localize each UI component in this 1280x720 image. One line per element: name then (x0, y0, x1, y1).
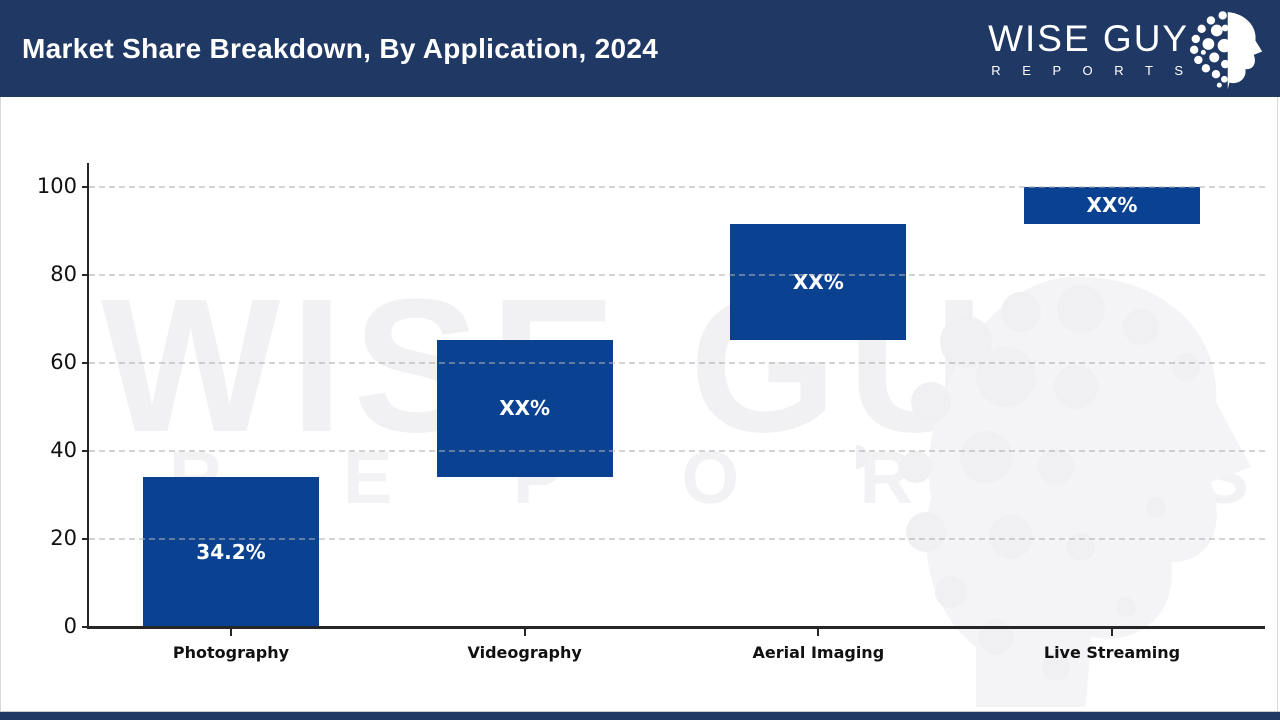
x-axis-line (87, 626, 1265, 629)
y-tick-mark-100 (82, 186, 89, 188)
y-tick-label-20: 20 (50, 526, 77, 550)
logo-wordmark: WISE GUY (988, 17, 1190, 59)
bar-value-label-photography: 34.2% (196, 539, 266, 564)
category-label-live-streaming: Live Streaming (1043, 643, 1181, 662)
y-tick-mark-80 (82, 274, 89, 276)
x-tick-mark-aerial-imaging (817, 628, 820, 636)
bar-aerial-imaging: XX% (730, 223, 907, 341)
y-tick-mark-60 (82, 362, 89, 364)
header-bar: Market Share Breakdown, By Application, … (0, 0, 1280, 97)
logo-text: WISE GUY R E P O R T S (985, 20, 1192, 78)
x-tick-mark-live-streaming (1111, 628, 1113, 636)
bar-photography: 34.2% (143, 476, 319, 627)
page-title: Market Share Breakdown, By Application, … (22, 32, 659, 64)
gridline-80 (89, 274, 1265, 276)
y-tick-label-80: 80 (50, 262, 77, 286)
bar-value-label-live-streaming: XX% (1086, 193, 1138, 218)
logo-reports-label: R E P O R T S (991, 62, 1192, 78)
footer-hairline (0, 711, 1280, 712)
bar-live-streaming: XX% (1024, 187, 1200, 224)
category-label-videography: Videography (467, 643, 582, 662)
x-tick-mark-photography (230, 628, 232, 636)
watermark-head-icon (856, 276, 1251, 707)
bar-videography: XX% (436, 340, 613, 477)
y-axis-line (87, 163, 89, 627)
footer-bar (0, 712, 1280, 720)
y-tick-mark-40 (82, 450, 89, 452)
y-tick-label-60: 60 (50, 350, 77, 374)
gridline-60 (89, 362, 1265, 364)
gridline-100 (89, 186, 1265, 188)
y-tick-label-100: 100 (36, 174, 77, 198)
category-label-photography: Photography (172, 643, 290, 662)
logo-head-icon (1189, 10, 1263, 89)
y-tick-mark-0 (82, 626, 89, 628)
x-tick-mark-videography (523, 628, 526, 636)
gridline-40 (89, 450, 1265, 452)
chart-region: WISE GU R E P O R T S 0 20 40 60 80 100 34.2% P… (0, 97, 1278, 712)
gridline-20 (89, 538, 1265, 540)
y-tick-mark-20 (82, 538, 89, 540)
y-tick-label-0: 0 (63, 614, 77, 638)
y-tick-label-40: 40 (50, 438, 77, 462)
bar-value-label-videography: XX% (499, 396, 551, 421)
brand-logo: WISE GUY R E P O R T S (985, 7, 1264, 91)
category-label-aerial-imaging: Aerial Imaging (752, 643, 885, 662)
